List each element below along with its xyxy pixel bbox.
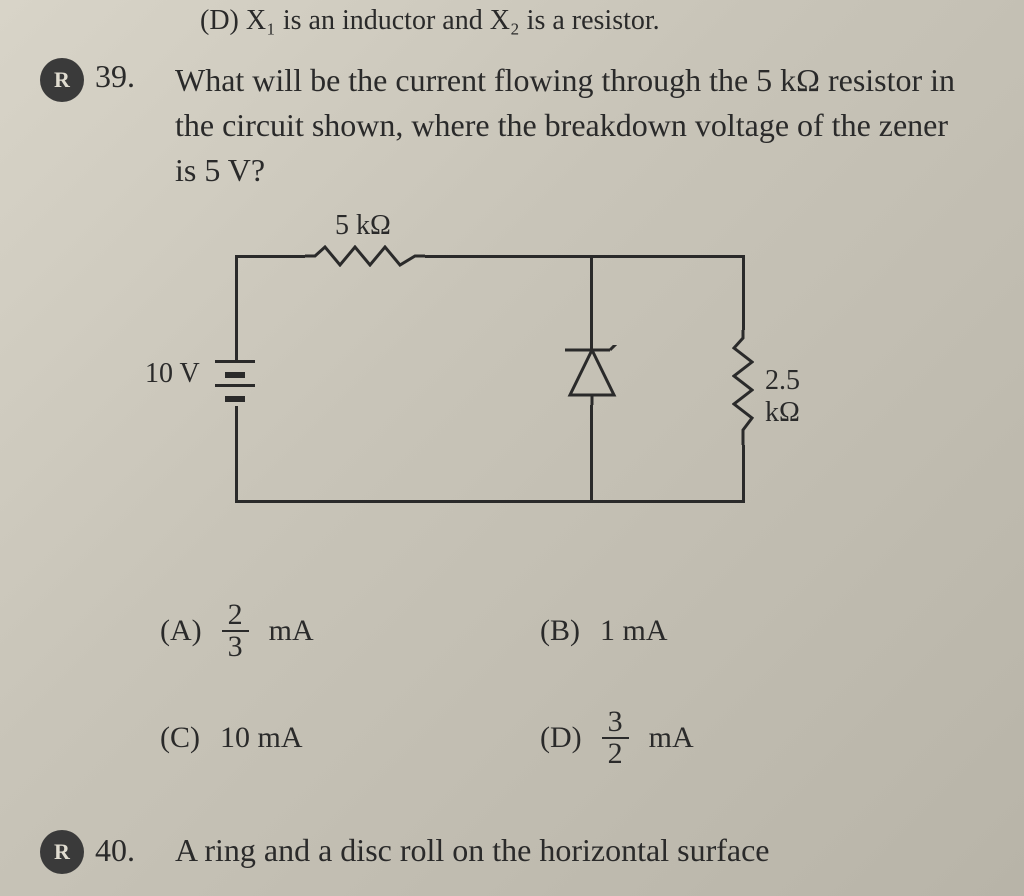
option-a: (A) 2 3 mA <box>160 600 540 662</box>
wire <box>235 255 305 258</box>
option-b: (B) 1 mA <box>540 600 920 662</box>
wire <box>742 445 745 500</box>
question-badge-39: R <box>40 58 84 102</box>
option-c-text: 10 mA <box>220 721 303 755</box>
resistor-load-icon <box>732 330 754 445</box>
voltage-source-icon <box>210 350 260 400</box>
option-d-unit: mA <box>649 721 694 755</box>
option-c-letter: (C) <box>160 721 200 755</box>
circuit-diagram: 5 kΩ 10 V 2.5 kΩ <box>220 240 780 560</box>
wire <box>235 255 238 360</box>
option-a-unit: mA <box>269 614 314 648</box>
wire <box>742 255 745 330</box>
wire <box>235 500 745 503</box>
question-number-40: 40. <box>95 832 135 869</box>
resistor-5k-icon <box>305 245 425 267</box>
option-a-letter: (A) <box>160 614 202 648</box>
option-d-letter: (D) <box>540 721 582 755</box>
question-text-40: A ring and a disc roll on the horizontal… <box>175 832 965 869</box>
resistor-load-label: 2.5 kΩ <box>765 365 800 429</box>
zener-diode-icon <box>565 345 620 405</box>
voltage-source-label: 10 V <box>145 358 200 390</box>
wire <box>590 405 593 500</box>
option-c: (C) 10 mA <box>160 707 540 769</box>
wire <box>425 255 745 258</box>
option-b-text: 1 mA <box>600 614 668 648</box>
question-badge-40: R <box>40 830 84 874</box>
option-a-fraction: 2 3 <box>222 600 249 662</box>
option-d: (D) 3 2 mA <box>540 707 920 769</box>
wire <box>235 406 238 500</box>
question-text-39: What will be the current flowing through… <box>175 58 965 192</box>
option-b-letter: (B) <box>540 614 580 648</box>
wire <box>590 255 593 350</box>
option-d-fraction: 3 2 <box>602 707 629 769</box>
answer-options: (A) 2 3 mA (B) 1 mA (C) 10 mA (D) 3 2 mA <box>160 600 920 769</box>
page: (D) X₁ is an inductor and X₂ is a resist… <box>0 0 1024 896</box>
resistor-5k-label: 5 kΩ <box>335 210 391 242</box>
question-number-39: 39. <box>95 58 135 95</box>
previous-option-d: (D) X₁ is an inductor and X₂ is a resist… <box>200 5 660 37</box>
